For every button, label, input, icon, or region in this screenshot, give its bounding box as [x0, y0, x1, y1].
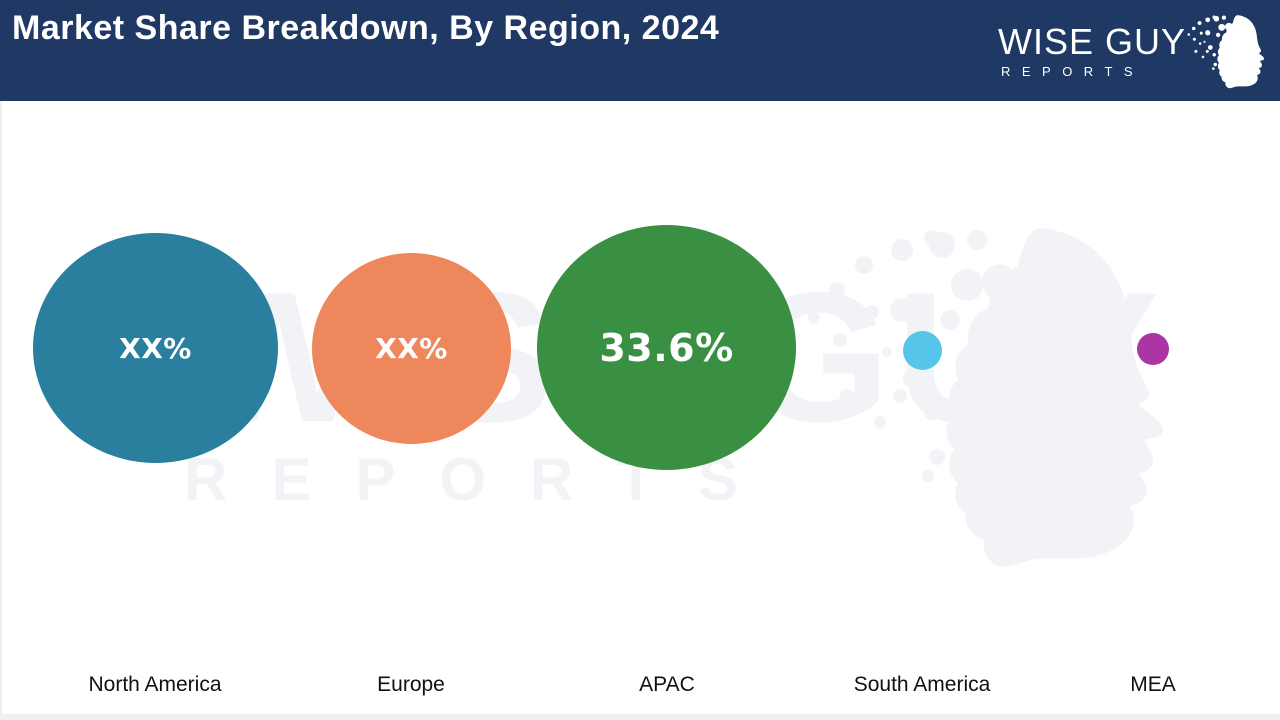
chart-area: WISE GUY REPORTS XX% XX% 33.6% North Ame…	[0, 101, 1280, 714]
logo-subtext: REPORTS	[1000, 63, 1145, 79]
category-label-north-america: North America	[88, 673, 222, 696]
wiseguy-logo: WISE GUY REPORTS	[998, 4, 1266, 98]
page-title: Market Share Breakdown, By Region, 2024	[12, 9, 720, 47]
logo-wordmark: WISE GUY	[997, 20, 1186, 62]
bottom-divider	[0, 714, 1280, 720]
logo-text: WISE GUY REPORTS	[997, 20, 1186, 79]
watermark-head-icon	[808, 228, 1164, 567]
header-bar: Market Share Breakdown, By Region, 2024 …	[0, 0, 1280, 101]
category-label-apac: APAC	[639, 673, 695, 696]
bubble-mea	[1137, 333, 1169, 365]
category-label-europe: Europe	[377, 673, 445, 696]
bubble-value-europe: XX%	[375, 332, 448, 365]
category-label-mea: MEA	[1130, 673, 1176, 696]
bubble-value-north-america: XX%	[119, 331, 192, 365]
wiseguy-head-icon	[1187, 15, 1265, 89]
category-label-south-america: South America	[853, 673, 991, 696]
bubble-north-america: XX%	[33, 233, 278, 463]
bubble-europe: XX%	[312, 253, 511, 444]
bubble-apac: 33.6%	[537, 225, 796, 470]
bubble-value-apac: 33.6%	[599, 325, 734, 370]
bubble-south-america	[903, 331, 942, 370]
